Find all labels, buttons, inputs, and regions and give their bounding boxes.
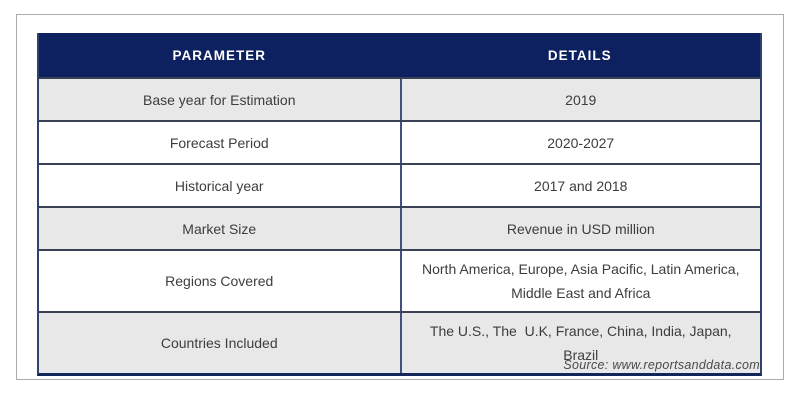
column-header-parameter: PARAMETER <box>172 47 266 63</box>
content-frame: PARAMETER DETAILS Base year for Estimati… <box>16 14 784 380</box>
details-cell: The U.S., The U.K, France, China, India,… <box>399 313 761 373</box>
parameter-cell: Historical year <box>174 177 264 194</box>
details-cell: Revenue in USD million <box>399 208 761 249</box>
source-attribution: Source: www.reportsanddata.com <box>563 358 760 372</box>
table-row-historical-year: Historical year 2017 and 2018 <box>39 163 760 206</box>
details-cell: North America, Europe, Asia Pacific, Lat… <box>399 251 761 311</box>
parameter-cell: Forecast Period <box>169 134 269 151</box>
parameter-cell: Base year for Estimation <box>142 91 296 108</box>
table-header-row: PARAMETER DETAILS <box>39 33 760 77</box>
details-cell: 2019 <box>399 79 761 120</box>
table-row-regions-covered: Regions Covered North America, Europe, A… <box>39 249 760 311</box>
column-header-details: DETAILS <box>547 47 612 63</box>
details-cell: 2017 and 2018 <box>399 165 761 206</box>
parameter-cell: Regions Covered <box>165 273 274 289</box>
details-cell: 2020-2027 <box>399 122 761 163</box>
table-row-countries-included: Countries Included The U.S., The U.K, Fr… <box>39 311 760 373</box>
parameters-table: PARAMETER DETAILS Base year for Estimati… <box>37 33 762 376</box>
table-row-forecast-period: Forecast Period 2020-2027 <box>39 120 760 163</box>
table-row-market-size: Market Size Revenue in USD million <box>39 206 760 249</box>
parameter-cell: Market Size <box>182 220 257 237</box>
table-row-base-year: Base year for Estimation 2019 <box>39 77 760 120</box>
parameter-cell: Countries Included <box>160 335 278 351</box>
